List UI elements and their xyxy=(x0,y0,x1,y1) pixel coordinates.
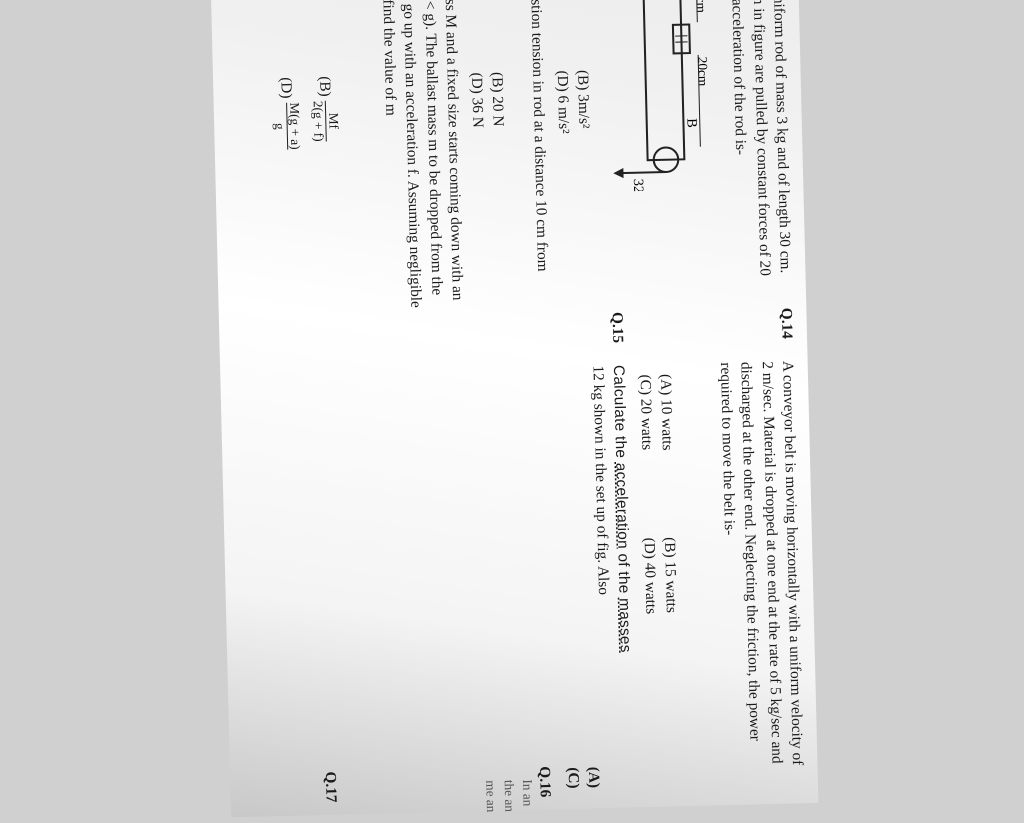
q11-text: Figure shows a uniform rod of mass 3 kg … xyxy=(724,0,795,281)
q15-number: Q.15 xyxy=(606,312,627,344)
q12-options: (A) 18 N (B) 20 N (C) 24 N (D) 36 N xyxy=(461,0,510,236)
q14-options: (A) 10 watts (B) 15 watts (C) 20 watts (… xyxy=(634,374,683,701)
q11-options: (A) 2 m/s² (B) 3m/s² (C) 4 m/s² (D) 6 m/… xyxy=(547,0,596,234)
q14-opt-a: (A) 10 watts xyxy=(655,374,680,538)
q14-number: Q.14 xyxy=(775,308,796,340)
q12-opt-b: (B) 20 N xyxy=(486,72,511,236)
q16-fragment: In an the an me an xyxy=(481,779,538,817)
q13-opt-d: (D) M(g + a) g xyxy=(271,77,303,150)
q11-diagram: A B 10cm 20cm 20N 32N xyxy=(597,0,716,192)
q12-text: In the above question tension in rod at … xyxy=(502,0,553,286)
exam-page: Q.11* Figure shows a uniform rod of mass… xyxy=(206,0,819,817)
q12-opt-d: (D) 36 N xyxy=(465,72,490,236)
q11-opt-c: (C) 4 m/s² xyxy=(547,0,572,71)
svg-text:B: B xyxy=(683,118,699,128)
q16-number: Q.16 xyxy=(534,766,555,798)
q14-text: A conveyor belt is moving horizontally w… xyxy=(715,361,808,771)
q13-opt-b: (B) Mf 2(g + f) xyxy=(309,76,341,142)
q12-opt-c: (C) 24 N xyxy=(461,0,486,73)
svg-text:32N: 32N xyxy=(630,179,647,192)
q17-number: Q.17 xyxy=(320,771,341,803)
q11-opt-b: (B) 3m/s² xyxy=(572,70,597,234)
q14-opt-b: (B) 15 watts xyxy=(659,537,684,701)
q11-opt-d: (D) 6 m/s² xyxy=(551,70,576,234)
right-opt-c: (C) xyxy=(562,767,583,789)
q14-opt-d: (D) 40 watts xyxy=(638,537,663,701)
svg-text:10cm: 10cm xyxy=(693,0,709,14)
q13-text: A balloon of mass M and a fixed size sta… xyxy=(375,0,468,309)
svg-text:20cm: 20cm xyxy=(695,57,711,87)
q14-opt-c: (C) 20 watts xyxy=(634,374,659,538)
